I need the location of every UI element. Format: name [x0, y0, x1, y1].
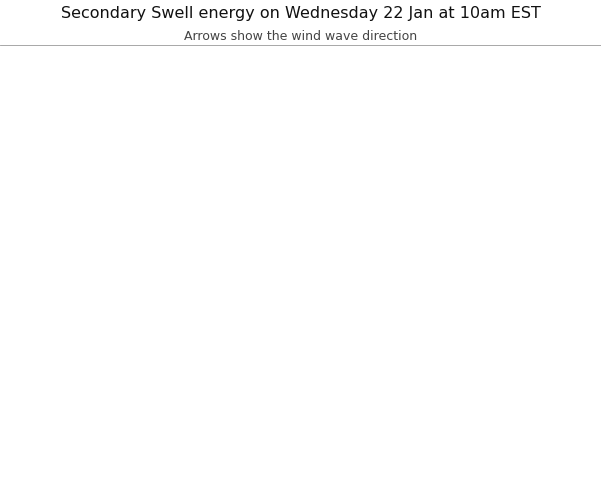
Text: Secondary Swell energy on Wednesday 22 Jan at 10am EST: Secondary Swell energy on Wednesday 22 J… — [61, 5, 540, 20]
Text: cartopy required: cartopy required — [219, 258, 382, 277]
Text: Arrows show the wind wave direction: Arrows show the wind wave direction — [184, 30, 417, 42]
